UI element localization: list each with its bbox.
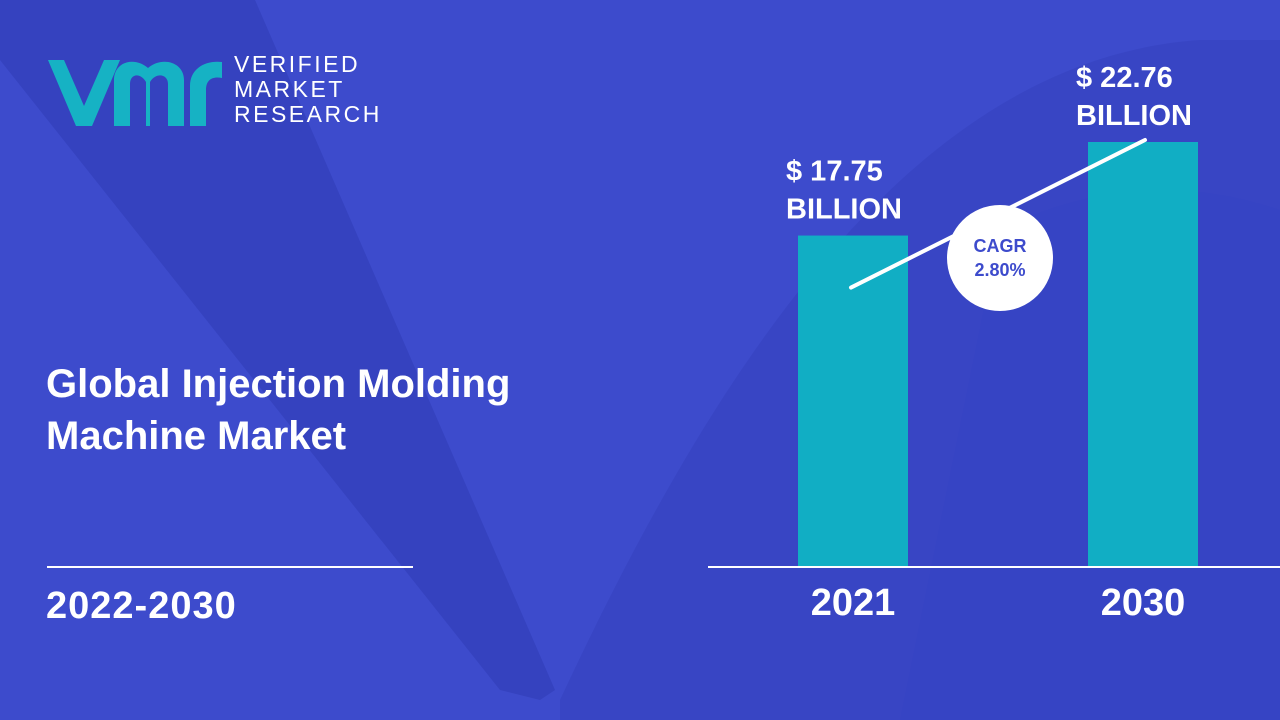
bar-2021: [798, 235, 908, 567]
report-title-line-1: Global Injection Molding: [46, 362, 511, 406]
data-label-2030-value: $ 22.76: [1076, 62, 1173, 94]
brand-logo: VERIFIED MARKET RESEARCH: [44, 50, 404, 130]
title-divider: [47, 566, 413, 568]
x-tick-label-2021: 2021: [811, 582, 896, 624]
brand-line-3: RESEARCH: [234, 101, 382, 127]
brand-wordmark: VERIFIED MARKET RESEARCH: [234, 52, 382, 127]
forecast-period: 2022-2030: [46, 585, 237, 627]
bar-2030: [1088, 142, 1198, 567]
brand-line-2: MARKET: [234, 76, 345, 102]
data-label-2021-value: $ 17.75: [786, 156, 883, 188]
brand-line-1: VERIFIED: [234, 51, 361, 77]
data-label-2021-unit: BILLION: [786, 194, 902, 226]
cagr-badge: [947, 205, 1053, 311]
report-title: Global Injection Molding Machine Market: [46, 358, 686, 462]
cagr-label: CAGR: [974, 236, 1027, 256]
report-title-line-2: Machine Market: [46, 414, 347, 458]
background-v-shape: [0, 0, 555, 700]
data-label-2030-unit: BILLION: [1076, 100, 1192, 132]
cagr-value: 2.80%: [974, 260, 1025, 280]
x-tick-label-2030: 2030: [1101, 582, 1186, 624]
vmr-logo-icon: [48, 60, 222, 127]
